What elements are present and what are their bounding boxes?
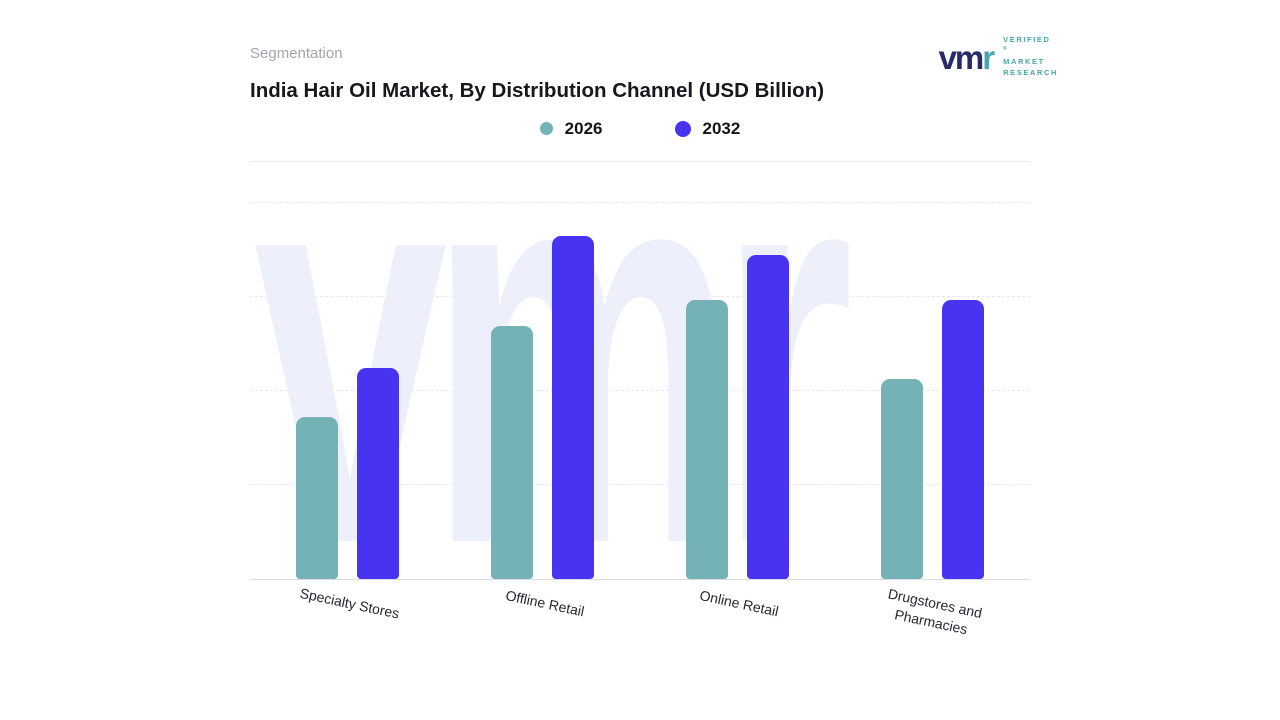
- x-axis-labels: Specialty Stores Offline Retail Online Ret…: [250, 585, 1030, 637]
- legend-label: 2032: [702, 118, 741, 138]
- x-label-cell: Offline Retail: [445, 587, 640, 632]
- chart-title: India Hair Oil Market, By Distribution C…: [250, 79, 825, 102]
- legend-dot-icon: [539, 122, 553, 136]
- vmr-logo-text: VERIFIED ® MARKET RESEARCH: [1003, 35, 1058, 79]
- gridline: [250, 390, 1030, 392]
- header-divider: [250, 160, 1030, 162]
- legend-item-2032[interactable]: 2032: [674, 118, 741, 139]
- bar-2026-offline-retail[interactable]: [491, 326, 533, 579]
- vmr-logo: vmr VERIFIED ® MARKET RESEARCH: [939, 35, 1058, 79]
- bar-2032-offline-retail[interactable]: [552, 235, 594, 579]
- bar-2032-drugstores-and-pharmacies[interactable]: [942, 299, 984, 579]
- bar-group-specialty-stores: [250, 202, 445, 579]
- logo-line-research: RESEARCH: [1003, 68, 1058, 78]
- bar-2026-drugstores-and-pharmacies[interactable]: [881, 378, 923, 579]
- x-label-cell: Online Retail: [640, 587, 835, 632]
- legend: 2026 2032: [250, 114, 1030, 144]
- legend-dot-icon: [674, 120, 691, 137]
- legend-item-2026[interactable]: 2026: [539, 118, 603, 139]
- bar-2032-specialty-stores[interactable]: [357, 367, 399, 579]
- bar-groups: [250, 202, 1030, 579]
- bar-group-online-retail: [640, 202, 835, 579]
- x-label-cell: Drugstores and Pharmacies: [835, 585, 1030, 637]
- x-axis-label-specialty-stores: Specialty Stores: [298, 584, 401, 622]
- x-axis-label-online-retail: Online Retail: [698, 586, 781, 620]
- x-label-cell: Specialty Stores: [250, 585, 445, 632]
- logo-line-verified: VERIFIED ®: [1003, 35, 1051, 52]
- bar-group-drugstores-and-pharmacies: [835, 202, 1030, 579]
- gridline: [250, 295, 1030, 297]
- segmentation-label: Segmentation: [250, 45, 343, 62]
- header: Segmentation vmr VERIFIED ® MARKET RESEAR…: [250, 35, 1056, 77]
- bar-2026-specialty-stores[interactable]: [296, 416, 338, 579]
- chart-card: Segmentation vmr VERIFIED ® MARKET RESEAR…: [250, 35, 1056, 637]
- gridline: [250, 201, 1030, 203]
- legend-label: 2026: [564, 118, 603, 138]
- gridline: [250, 484, 1030, 486]
- x-axis-label-drugstores-and-pharmacies: Drugstores and Pharmacies: [886, 585, 984, 637]
- x-axis-label-offline-retail: Offline Retail: [503, 586, 586, 620]
- vmr-logo-mark-icon: vmr: [938, 38, 996, 76]
- logo-line-market: MARKET: [1003, 57, 1045, 67]
- bar-2026-online-retail[interactable]: [686, 299, 728, 579]
- bar-group-offline-retail: [445, 202, 640, 579]
- registered-icon: ®: [1003, 45, 1007, 52]
- bar-2032-online-retail[interactable]: [747, 254, 789, 579]
- plot-area: vmr: [250, 201, 1030, 580]
